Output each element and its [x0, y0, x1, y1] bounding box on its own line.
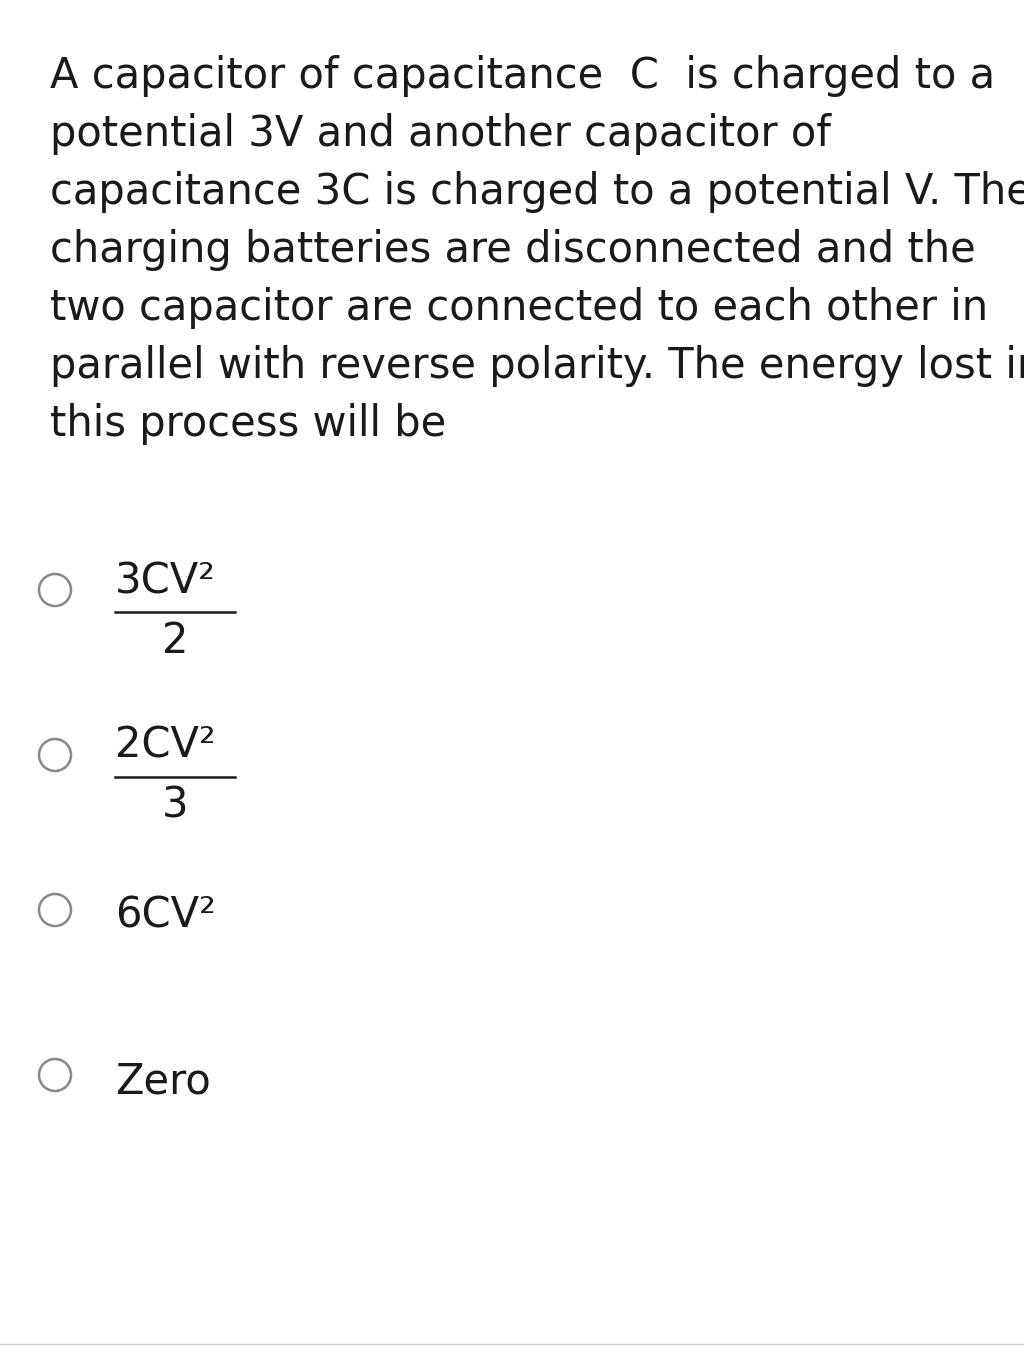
Text: 6CV²: 6CV²: [115, 895, 216, 937]
Text: capacitance 3C is charged to a potential V. The: capacitance 3C is charged to a potential…: [50, 170, 1024, 213]
Text: parallel with reverse polarity. The energy lost in: parallel with reverse polarity. The ener…: [50, 345, 1024, 387]
Text: 2CV²: 2CV²: [115, 726, 216, 767]
Text: Zero: Zero: [115, 1060, 211, 1102]
Text: two capacitor are connected to each other in: two capacitor are connected to each othe…: [50, 286, 988, 329]
Text: this process will be: this process will be: [50, 402, 446, 445]
Text: 3: 3: [162, 786, 188, 827]
Text: A capacitor of capacitance  C  is charged to a: A capacitor of capacitance C is charged …: [50, 55, 995, 97]
Text: 2: 2: [162, 621, 188, 662]
Text: potential 3V and another capacitor of: potential 3V and another capacitor of: [50, 113, 831, 155]
Text: charging batteries are disconnected and the: charging batteries are disconnected and …: [50, 229, 976, 271]
Text: 3CV²: 3CV²: [115, 561, 216, 602]
